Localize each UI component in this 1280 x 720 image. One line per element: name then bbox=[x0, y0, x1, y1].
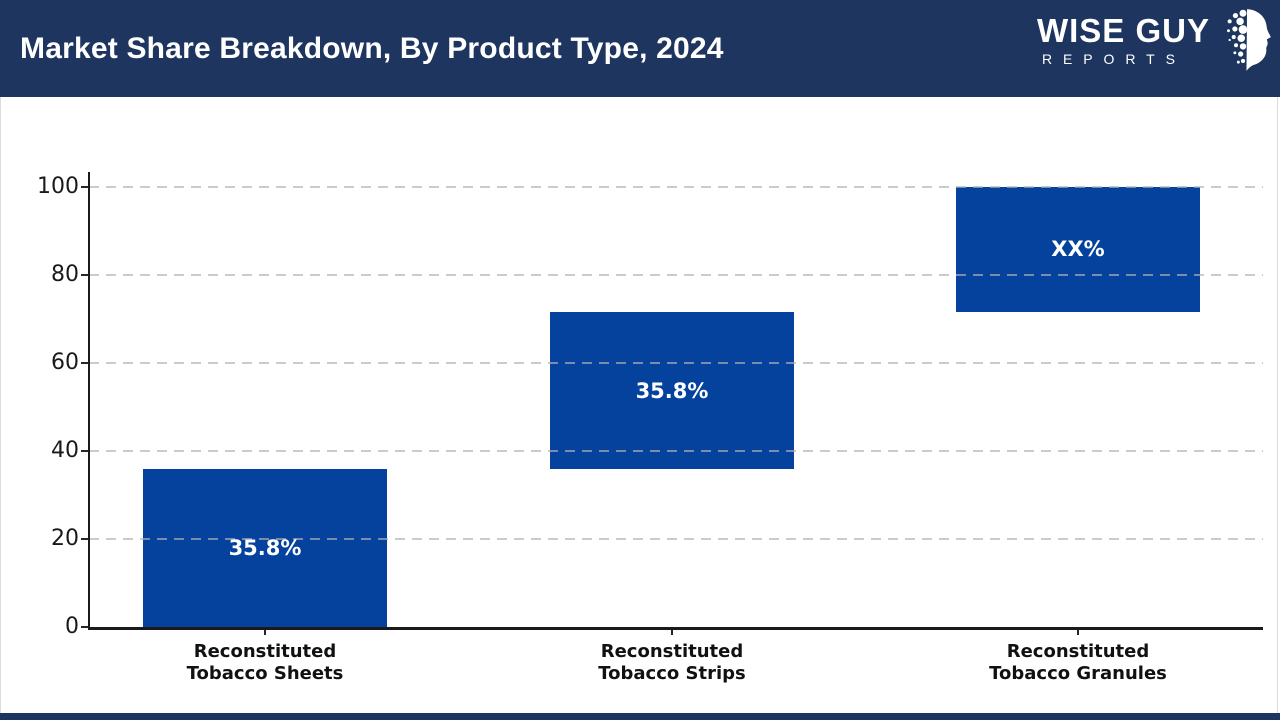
footer-bar bbox=[0, 713, 1280, 720]
bar-value-label-2: 35.8% bbox=[635, 378, 709, 403]
x-category-label-line: Reconstituted bbox=[193, 641, 337, 662]
waterfall-bar-chart: 0 20 40 60 80 100 35.8% Reconstituted Tobacco Sh… bbox=[0, 97, 1278, 713]
x-category-label-2: Reconstituted Tobacco Strips bbox=[512, 641, 832, 685]
x-category-label-line: Tobacco Sheets bbox=[186, 663, 344, 684]
header-banner: Market Share Breakdown, By Product Type,… bbox=[0, 0, 1280, 97]
grid-line-100 bbox=[89, 186, 1263, 188]
bar-value-label-1: 35.8% bbox=[228, 536, 302, 561]
grid-line-20 bbox=[89, 538, 1263, 540]
logo-reports-line: REPORTS bbox=[1041, 50, 1186, 67]
y-tick-label-100: 100 bbox=[37, 174, 79, 199]
y-axis-tick-20 bbox=[81, 538, 89, 540]
x-category-label-line: Tobacco Strips bbox=[598, 663, 746, 684]
x-axis-tick-1 bbox=[264, 627, 266, 635]
y-tick-label-80: 80 bbox=[51, 262, 79, 287]
bar-2 bbox=[550, 311, 794, 470]
x-category-label-line: Reconstituted bbox=[600, 641, 744, 662]
x-axis-line bbox=[88, 627, 1263, 630]
y-tick-label-0: 0 bbox=[65, 614, 79, 639]
chart-title: Market Share Breakdown, By Product Type,… bbox=[20, 31, 724, 65]
x-category-label-line: Reconstituted bbox=[1006, 641, 1150, 662]
x-category-label-line: Tobacco Granules bbox=[989, 663, 1167, 684]
logo-brand-line: WISE GUY bbox=[1036, 11, 1210, 49]
grid-line-60 bbox=[89, 362, 1263, 364]
wise-guy-reports-logo: WISE GUY REPORTS bbox=[1037, 8, 1272, 72]
x-axis-tick-2 bbox=[671, 627, 673, 635]
y-axis-tick-40 bbox=[81, 450, 89, 452]
x-category-label-1: Reconstituted Tobacco Sheets bbox=[105, 641, 425, 685]
grid-line-40 bbox=[89, 450, 1263, 452]
logo-text: WISE GUY REPORTS bbox=[1036, 11, 1210, 68]
bar-3 bbox=[956, 187, 1200, 312]
y-tick-label-20: 20 bbox=[51, 526, 79, 551]
bar-value-label-3: XX% bbox=[1051, 237, 1105, 262]
y-axis-tick-100 bbox=[81, 186, 89, 188]
bar-1 bbox=[143, 469, 387, 627]
x-axis-tick-3 bbox=[1077, 627, 1079, 635]
dotted-face-profile-icon bbox=[1214, 8, 1272, 72]
grid-line-80 bbox=[89, 274, 1263, 276]
x-category-label-3: Reconstituted Tobacco Granules bbox=[918, 641, 1238, 685]
y-axis-tick-80 bbox=[81, 274, 89, 276]
y-tick-label-60: 60 bbox=[51, 350, 79, 375]
y-axis-tick-60 bbox=[81, 362, 89, 364]
y-axis-line bbox=[88, 172, 90, 630]
y-axis-tick-0 bbox=[81, 626, 89, 628]
y-tick-label-40: 40 bbox=[51, 438, 79, 463]
